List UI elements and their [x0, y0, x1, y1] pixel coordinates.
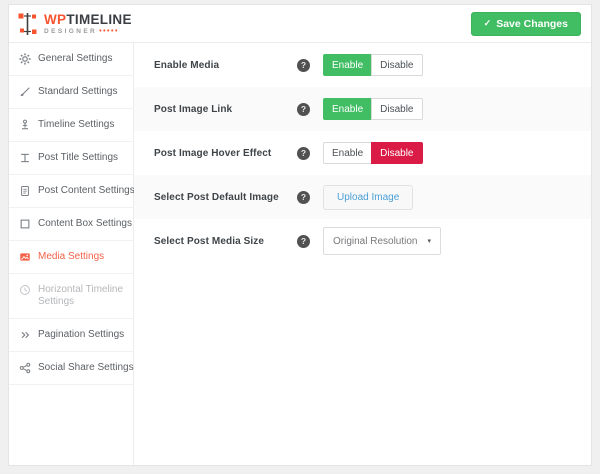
selected-option-label: Original Resolution: [333, 235, 418, 247]
gear-icon: [19, 53, 31, 65]
media-settings-content: Enable Media ? Enable Disable Post Image…: [134, 43, 591, 465]
setting-label: Post Image Link: [154, 103, 233, 115]
post-image-link-disable-button[interactable]: Disable: [371, 98, 423, 120]
upload-image-button[interactable]: Upload Image: [323, 184, 414, 210]
help-icon[interactable]: ?: [297, 102, 310, 116]
image-icon: [20, 253, 30, 261]
sidebar-item-label: Pagination Settings: [38, 329, 125, 340]
help-icon[interactable]: ?: [297, 190, 310, 204]
sidebar-item-label: Post Title Settings: [38, 152, 119, 163]
help-icon[interactable]: ?: [297, 146, 310, 160]
box-icon: [20, 219, 30, 229]
setting-label: Select Post Media Size: [154, 235, 265, 247]
title-icon: [21, 153, 29, 163]
help-icon[interactable]: ?: [297, 58, 310, 72]
sidebar-item-label: Horizontal Timeline Settings: [38, 284, 124, 307]
document-icon: [21, 186, 29, 196]
setting-row-post-image-hover-effect: Post Image Hover Effect ? Enable Disable: [134, 131, 591, 175]
post-media-size-select[interactable]: Original Resolution ▾: [323, 227, 441, 255]
post-image-hover-effect-enable-button[interactable]: Enable: [323, 142, 372, 164]
panel-body: General Settings Standard Settings Timel…: [9, 43, 591, 465]
help-icon[interactable]: ?: [297, 234, 310, 248]
enable-media-enable-button[interactable]: Enable: [323, 54, 372, 76]
timeline-icon: [22, 119, 28, 130]
sidebar-item-label: Post Content Settings: [38, 185, 135, 196]
sidebar-item-post-content-settings[interactable]: Post Content Settings: [9, 175, 135, 208]
sidebar-item-post-title-settings[interactable]: Post Title Settings: [9, 142, 133, 175]
share-icon: [19, 362, 31, 374]
save-changes-label: Save Changes: [496, 17, 568, 30]
sidebar-item-label: Timeline Settings: [38, 119, 115, 130]
chevron-down-icon: ▾: [427, 238, 431, 245]
setting-row-post-image-link: Post Image Link ? Enable Disable: [134, 87, 591, 131]
setting-label: Enable Media: [154, 59, 220, 71]
settings-panel: WPTIMELINE DESIGNER ••••• ✓ Save Changes: [8, 4, 592, 466]
brand-subtitle: DESIGNER •••••: [44, 27, 119, 35]
sidebar-item-label: Standard Settings: [38, 86, 118, 97]
save-changes-button[interactable]: ✓ Save Changes: [470, 11, 581, 36]
check-icon: ✓: [483, 18, 492, 28]
double-chevron-icon: [21, 331, 30, 339]
setting-row-select-post-default-image: Select Post Default Image ? Upload Image: [134, 175, 591, 219]
setting-label: Post Image Hover Effect: [154, 147, 272, 159]
sidebar-item-general-settings[interactable]: General Settings: [9, 43, 133, 76]
sidebar-item-label: General Settings: [38, 53, 113, 64]
timeline-logo-icon: [18, 12, 37, 35]
brand-name: WPTIMELINE: [44, 11, 132, 27]
post-image-link-enable-button[interactable]: Enable: [323, 98, 372, 120]
header: WPTIMELINE DESIGNER ••••• ✓ Save Changes: [9, 5, 591, 43]
brand-wp: WP: [44, 11, 67, 27]
enable-media-disable-button[interactable]: Disable: [371, 54, 423, 76]
sidebar-item-social-share-settings[interactable]: Social Share Settings: [9, 352, 134, 385]
brand-timeline: TIMELINE: [66, 11, 132, 27]
settings-sidebar: General Settings Standard Settings Timel…: [9, 43, 135, 465]
post-image-hover-effect-disable-button[interactable]: Disable: [371, 142, 423, 164]
sidebar-item-label: Content Box Settings: [38, 218, 132, 229]
setting-label: Select Post Default Image: [154, 191, 279, 203]
post-image-link-toggle: Enable Disable: [323, 98, 423, 120]
media-size-control: Original Resolution ▾: [323, 227, 441, 255]
default-image-control: Upload Image: [323, 184, 414, 210]
logo-text: WPTIMELINE DESIGNER •••••: [44, 11, 132, 35]
sidebar-item-label: Social Share Settings: [38, 362, 134, 373]
setting-row-select-post-media-size: Select Post Media Size ? Original Resolu…: [134, 219, 591, 263]
sidebar-item-content-box-settings[interactable]: Content Box Settings: [9, 208, 133, 241]
sidebar-item-horizontal-timeline-settings[interactable]: Horizontal Timeline Settings: [9, 274, 133, 319]
clock-icon: [20, 285, 30, 295]
sidebar-item-pagination-settings[interactable]: Pagination Settings: [9, 319, 133, 352]
sidebar-item-media-settings[interactable]: Media Settings: [9, 241, 133, 274]
app-logo: WPTIMELINE DESIGNER •••••: [17, 11, 132, 37]
post-image-hover-effect-toggle: Enable Disable: [323, 142, 423, 164]
brush-icon: [20, 87, 30, 97]
sidebar-item-standard-settings[interactable]: Standard Settings: [9, 76, 133, 109]
sidebar-item-label: Media Settings: [38, 251, 105, 262]
enable-media-toggle: Enable Disable: [323, 54, 423, 76]
sidebar-item-timeline-settings[interactable]: Timeline Settings: [9, 109, 133, 142]
setting-row-enable-media: Enable Media ? Enable Disable: [134, 43, 591, 87]
brand-dots: •••••: [99, 27, 119, 35]
